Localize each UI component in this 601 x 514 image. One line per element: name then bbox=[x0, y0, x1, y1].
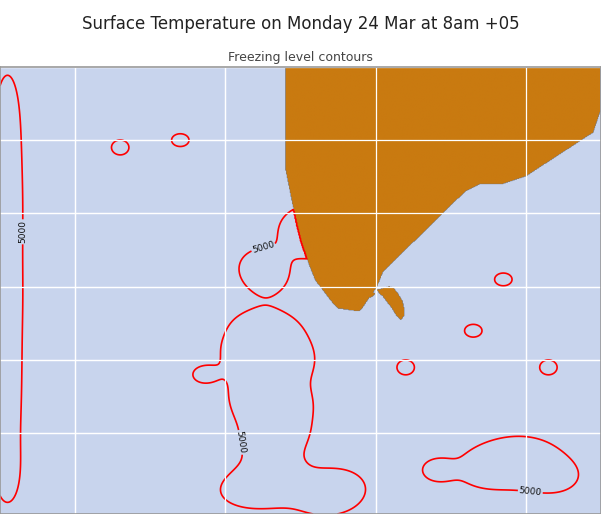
Text: 5000: 5000 bbox=[519, 486, 542, 498]
Text: 5000: 5000 bbox=[234, 430, 247, 454]
Text: Surface Temperature on Monday 24 Mar at 8am +05: Surface Temperature on Monday 24 Mar at … bbox=[82, 15, 519, 33]
Text: 5000: 5000 bbox=[251, 240, 276, 255]
Text: Freezing level contours: Freezing level contours bbox=[228, 51, 373, 64]
Text: 5000: 5000 bbox=[18, 221, 27, 243]
